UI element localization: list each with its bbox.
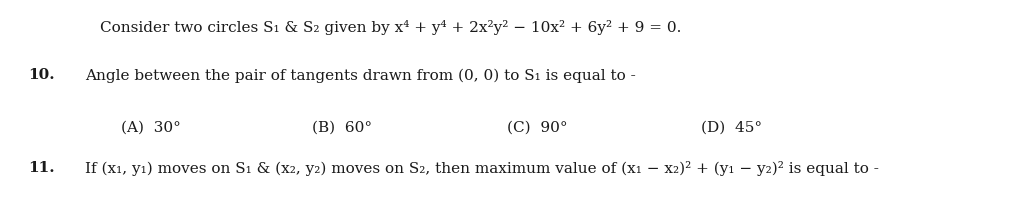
- Text: 10.: 10.: [29, 68, 55, 82]
- Text: (A)  30°: (A) 30°: [121, 121, 180, 135]
- Text: Consider two circles S₁ & S₂ given by x⁴ + y⁴ + 2x²y² − 10x² + 6y² + 9 = 0.: Consider two circles S₁ & S₂ given by x⁴…: [100, 20, 682, 35]
- Text: (B)  60°: (B) 60°: [312, 121, 373, 135]
- Text: Angle between the pair of tangents drawn from (0, 0) to S₁ is equal to -: Angle between the pair of tangents drawn…: [85, 68, 636, 83]
- Text: (C)  90°: (C) 90°: [507, 121, 567, 135]
- Text: If (x₁, y₁) moves on S₁ & (x₂, y₂) moves on S₂, then maximum value of (x₁ − x₂)²: If (x₁, y₁) moves on S₁ & (x₂, y₂) moves…: [85, 161, 879, 176]
- Text: 11.: 11.: [29, 161, 55, 175]
- Text: (D)  45°: (D) 45°: [701, 121, 763, 135]
